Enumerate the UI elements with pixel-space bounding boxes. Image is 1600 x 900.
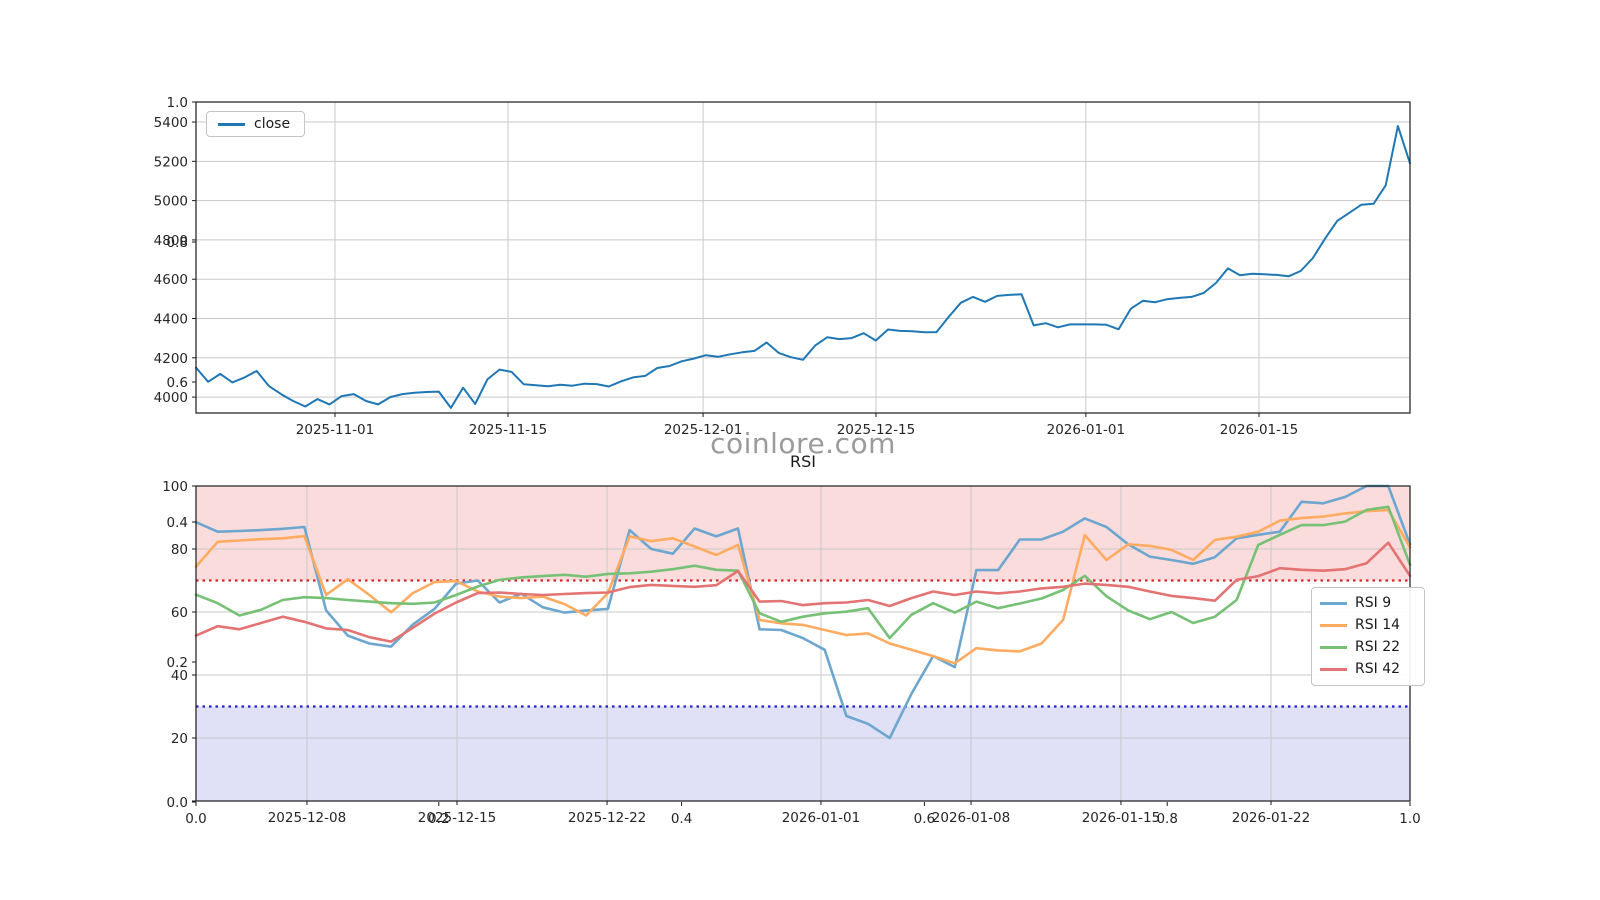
overlay-x-tick-label: 0.0 [185, 811, 206, 827]
rsi-legend-row: RSI 9 [1320, 595, 1416, 612]
rsi-chart-y-tick-label: 20 [171, 731, 188, 747]
rsi-chart-x-tick-label: 2025-12-08 [268, 810, 346, 826]
rsi-legend-row: RSI 14 [1320, 617, 1416, 634]
price-chart-x-tick-label: 2026-01-01 [1047, 422, 1125, 438]
overlay-y-tick-label: 0.0 [167, 795, 188, 811]
overlay-x-tick-label: 0.2 [428, 811, 449, 827]
price-chart-y-tick-label: 4200 [154, 351, 188, 367]
price-chart-x-tick-label: 2025-12-01 [664, 422, 742, 438]
price-chart-x-tick-label: 2025-12-15 [837, 422, 915, 438]
rsi14-line-sample [1320, 624, 1347, 627]
rsi-legend-row: RSI 22 [1320, 639, 1416, 656]
overlay-y-tick-label: 0.2 [167, 655, 188, 671]
price-legend: close [206, 111, 306, 137]
close-line [195, 125, 1411, 409]
close-line-sample [218, 122, 245, 126]
price-chart-spines [195, 101, 1411, 414]
overlay-y-tick-label: 0.8 [167, 235, 188, 251]
rsi-chart-x-tick-label: 2026-01-08 [932, 810, 1010, 826]
price-chart-x-tick-label: 2025-11-01 [296, 422, 374, 438]
rsi-chart-x-tick-label: 2026-01-22 [1232, 810, 1310, 826]
overlay-x-tick-label: 0.4 [671, 811, 692, 827]
rsi-legend: RSI 9 RSI 14 RSI 22 RSI 42 [1311, 587, 1425, 686]
price-chart-x-tick-label: 2025-11-15 [469, 422, 547, 438]
rsi-chart-y-tick-label: 100 [162, 479, 188, 495]
rsi-9-line [194, 484, 1412, 740]
rsi9-legend-label: RSI 9 [1355, 595, 1392, 611]
rsi-chart-x-tick-label: 2025-12-22 [568, 810, 646, 826]
rsi-14-line [194, 508, 1412, 665]
rsi22-line-sample [1320, 646, 1347, 649]
rsi-chart-y-tick-label: 60 [171, 605, 188, 621]
close-legend-label: close [254, 116, 291, 132]
rsi-chart-x-tick-label: 2026-01-15 [1082, 810, 1160, 826]
rsi-legend-row: RSI 42 [1320, 661, 1416, 678]
price-chart-y-tick-label: 4800 [154, 233, 188, 249]
rsi-chart-title: RSI [790, 452, 816, 471]
watermark: coinlore.com [710, 427, 896, 460]
rsi-chart-x-tick-label: 2025-12-15 [418, 810, 496, 826]
overbought-band [196, 486, 1410, 581]
rsi22-legend-label: RSI 22 [1355, 639, 1401, 655]
price-chart-y-tick-label: 5000 [154, 194, 188, 210]
rsi42-line-sample [1320, 668, 1347, 671]
rsi-42-line [194, 541, 1412, 643]
rsi-chart-x-tick-label: 2026-01-01 [782, 810, 860, 826]
rsi14-legend-label: RSI 14 [1355, 617, 1401, 633]
overlay-y-tick-label: 1.0 [167, 95, 188, 111]
price-chart-x-tick-label: 2026-01-15 [1220, 422, 1298, 438]
price-chart-y-tick-label: 4000 [154, 390, 188, 406]
price-chart-y-tick-label: 5400 [154, 115, 188, 131]
overlay-x-tick-label: 1.0 [1399, 811, 1420, 827]
rsi-chart-y-tick-label: 80 [171, 542, 188, 558]
overlay-y-tick-label: 0.6 [167, 375, 188, 391]
price-chart-y-tick-label: 4600 [154, 272, 188, 288]
overlay-x-tick-label: 0.6 [914, 811, 935, 827]
overlay-x-tick-label: 0.8 [1156, 811, 1177, 827]
rsi9-line-sample [1320, 602, 1347, 605]
rsi42-legend-label: RSI 42 [1355, 661, 1401, 677]
price-chart-y-tick-label: 5200 [154, 154, 188, 170]
rsi-22-line [194, 505, 1412, 640]
rsi-chart-y-tick-label: 40 [171, 668, 188, 684]
overlay-y-tick-label: 0.4 [167, 515, 188, 531]
price-chart-y-tick-label: 4400 [154, 312, 188, 328]
oversold-band [196, 706, 1410, 801]
